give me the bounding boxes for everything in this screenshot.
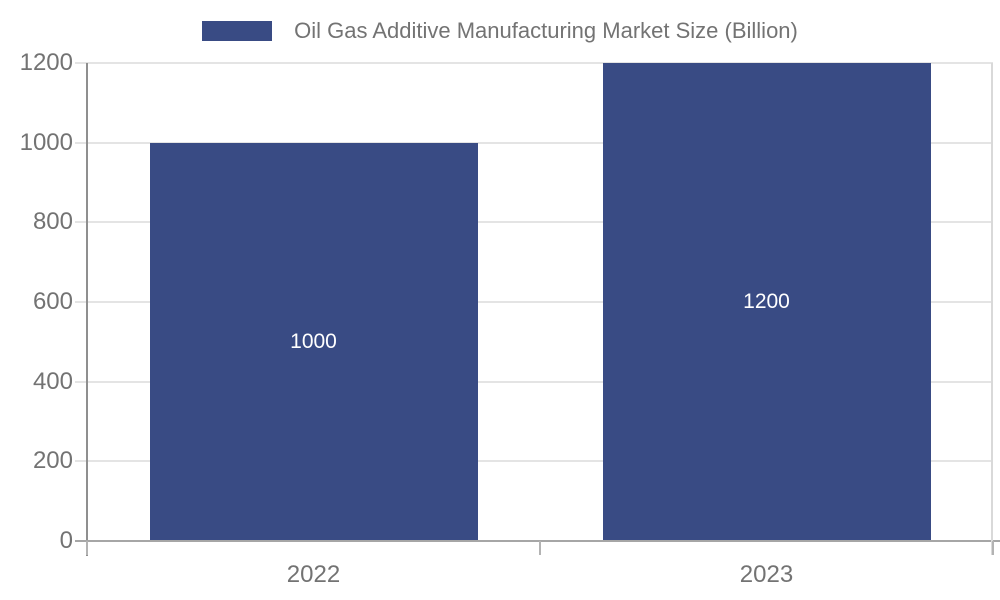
gridline — [75, 460, 993, 463]
gridline — [75, 62, 993, 64]
gridline — [75, 301, 993, 303]
y-tick-label: 600 — [32, 288, 73, 315]
bar-value-label: 1000 — [290, 329, 337, 353]
x-tick-label: 2022 — [286, 561, 341, 588]
bar-value-label: 1200 — [743, 290, 790, 313]
y-axis-line — [86, 63, 88, 556]
y-tick-label: 1000 — [19, 128, 73, 156]
x-tick-label: 2023 — [739, 561, 794, 588]
y-tick-label: 1200 — [19, 49, 73, 76]
y-tick-label: 400 — [32, 367, 73, 395]
plot-right-border — [991, 63, 993, 555]
x-tick — [86, 541, 88, 555]
gridline — [75, 380, 993, 383]
bar — [602, 63, 931, 541]
x-tick — [992, 541, 994, 555]
gridline — [75, 141, 993, 144]
x-axis-line — [75, 540, 1000, 542]
legend-label: Oil Gas Additive Manufacturing Market Si… — [294, 18, 798, 43]
x-tick — [539, 541, 541, 555]
y-tick-label: 200 — [32, 447, 73, 475]
y-tick-label: 800 — [32, 208, 73, 236]
bar — [149, 142, 478, 541]
y-tick-label: 0 — [59, 527, 73, 554]
legend-swatch — [202, 21, 273, 41]
chart-legend: Oil Gas Additive Manufacturing Market Si… — [0, 16, 1000, 46]
gridline — [75, 221, 993, 224]
